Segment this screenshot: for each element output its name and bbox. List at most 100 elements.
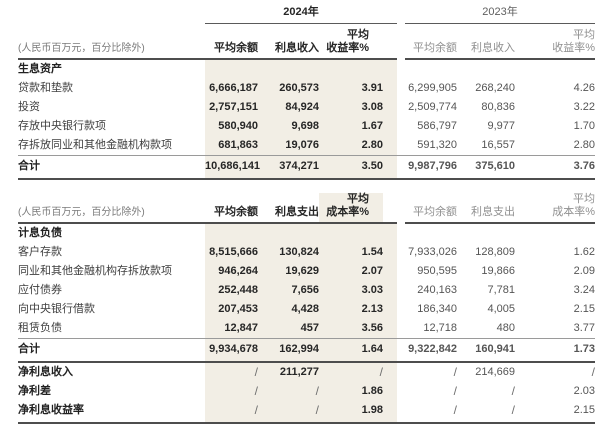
row-label: 存拆放同业和其他金融机构款项: [18, 139, 172, 151]
interest-expense-2023-header: 利息支出: [471, 206, 515, 218]
avg-cost-2023: 3.77: [573, 322, 595, 334]
table-row-bonds-payable: 应付债券 252,448 7,656 3.03 240,163 7,781 3.…: [18, 281, 595, 300]
avg-balance-2023: 6,299,905: [408, 82, 457, 94]
na-slash: /: [511, 403, 515, 417]
avg-yield-2024: 1.67: [361, 120, 383, 132]
assets-total-row: 合计 10,686,141 374,271 3.50 9,987,796 375…: [18, 155, 595, 180]
total-label: 合计: [18, 160, 40, 172]
row-label: 应付债券: [18, 284, 62, 296]
na-slash: /: [315, 384, 319, 398]
interest-expense-2023: 160,941: [475, 343, 515, 355]
avg-yield-2024: 3.91: [361, 82, 383, 94]
avg-cost-2023: 3.24: [573, 284, 595, 296]
interest-expense-2024: 4,428: [291, 303, 319, 315]
summary-label: 净利息收入: [18, 366, 73, 378]
avg-balance-2023: 7,933,026: [408, 246, 457, 258]
interest-expense-2023: 19,866: [481, 265, 515, 277]
interest-income-2024-header: 利息收入: [275, 42, 319, 54]
avg-balance-2024: 10,686,141: [205, 160, 261, 172]
na-slash: /: [453, 384, 457, 398]
row-label: 向中央银行借款: [18, 303, 95, 315]
interest-income-2023: 375,610: [475, 160, 515, 172]
year-header-row: 2024年 2023年: [18, 4, 595, 24]
avg-balance-2023-header: 平均余额: [413, 206, 457, 218]
table-row-interbank-deposits: 同业和其他金融机构存拆放款项 946,264 19,629 2.07 950,5…: [18, 262, 595, 281]
na-slash: /: [511, 384, 515, 398]
avg-balance-2023-header: 平均余额: [413, 42, 457, 54]
avg-balance-2024: 252,448: [218, 284, 258, 296]
column-header-row: (人民币百万元，百分比除外) 平均余额 利息支出 平均 成本率% 平均余额 利息支…: [18, 188, 595, 224]
interest-expense-2023: 7,781: [487, 284, 515, 296]
na-slash: /: [254, 365, 258, 379]
na-slash: /: [453, 365, 457, 379]
avg-yield-2023: 3.76: [573, 160, 595, 172]
avg-balance-2024-header: 平均余额: [214, 206, 258, 218]
avg-cost-2023: 1.62: [573, 246, 595, 258]
interest-expense-2024: 19,629: [285, 265, 319, 277]
interest-income-2024: 260,573: [279, 82, 319, 94]
net-interest-margin-2023: 2.15: [573, 404, 595, 416]
avg-yield-2023: 2.80: [573, 139, 595, 151]
avg-balance-2024: 207,453: [218, 303, 258, 315]
avg-cost-2024: 3.56: [361, 322, 383, 334]
section-label: 生息资产: [18, 63, 62, 75]
avg-cost-2024: 1.64: [361, 343, 383, 355]
avg-balance-2024-header: 平均余额: [214, 42, 258, 54]
avg-cost-2024: 2.13: [361, 303, 383, 315]
columns-2024: 平均余额 利息收入 平均 收益率%: [205, 24, 397, 60]
year-2024-header: 2024年: [205, 4, 397, 24]
table-row-lease-liabilities: 租赁负债 12,847 457 3.56 12,718 480 3.77: [18, 319, 595, 338]
summary-label: 净利差: [18, 385, 51, 397]
section-row-assets: 生息资产: [18, 60, 595, 79]
interest-expense-2023: 480: [496, 322, 515, 334]
table-row-loans: 贷款和垫款 6,666,187 260,573 3.91 6,299,905 2…: [18, 79, 595, 98]
interest-income-2024: 9,698: [291, 120, 319, 132]
section-row-liabilities: 计息负债: [18, 224, 595, 243]
table-row-central-bank-borrowings: 向中央银行借款 207,453 4,428 2.13 186,340 4,005…: [18, 300, 595, 319]
avg-cost-2024-header: 平均 成本率%: [319, 193, 383, 222]
net-interest-margin-2024: 1.98: [361, 404, 383, 416]
net-interest-spread-row: 净利差 / / 1.86 / / 2.03: [18, 382, 595, 401]
avg-yield-2024: 2.80: [361, 139, 383, 151]
na-slash: /: [591, 365, 595, 379]
interest-expense-2024: 457: [300, 322, 319, 334]
liabilities-total-row: 合计 9,934,678 162,994 1.64 9,322,842 160,…: [18, 338, 595, 363]
net-interest-spread-2024: 1.86: [361, 385, 383, 397]
assets-table: 2024年 2023年 (人民币百万元，百分比除外) 平均余额 利息收入 平均收…: [18, 4, 595, 180]
avg-cost-2023-header: 平均 成本率%: [552, 193, 595, 218]
avg-yield-2023: 3.22: [573, 101, 595, 113]
group-gap: [397, 4, 405, 24]
row-label: 同业和其他金融机构存拆放款项: [18, 265, 172, 277]
row-label: 贷款和垫款: [18, 82, 73, 94]
avg-balance-2024: 681,863: [218, 139, 258, 151]
net-interest-income-row: 净利息收入 / 211,277 / / 214,669 /: [18, 363, 595, 382]
avg-cost-2024: 1.54: [361, 246, 383, 258]
units-note: (人民币百万元，百分比除外): [18, 188, 205, 224]
liabilities-table: (人民币百万元，百分比除外) 平均余额 利息支出 平均 成本率% 平均余额 利息支…: [18, 188, 595, 424]
avg-balance-2023: 2,509,774: [408, 101, 457, 113]
avg-balance-2024: 2,757,151: [209, 101, 258, 113]
na-slash: /: [453, 403, 457, 417]
avg-yield-2024: 3.08: [361, 101, 383, 113]
interest-income-2023: 80,836: [481, 101, 515, 113]
interest-expense-2024: 130,824: [279, 246, 319, 258]
avg-balance-2023: 240,163: [417, 284, 457, 296]
avg-balance-2023: 591,320: [417, 139, 457, 151]
interest-income-2023: 9,977: [487, 120, 515, 132]
avg-balance-2023: 950,595: [417, 265, 457, 277]
table-row-customer-deposits: 客户存款 8,515,666 130,824 1.54 7,933,026 12…: [18, 243, 595, 262]
row-label: 投资: [18, 101, 40, 113]
year-header-spacer: [18, 4, 205, 24]
columns-2024: 平均余额 利息支出 平均 成本率%: [205, 188, 397, 224]
avg-cost-2023: 2.15: [573, 303, 595, 315]
row-label: 客户存款: [18, 246, 62, 258]
na-slash: /: [315, 403, 319, 417]
avg-balance-2023: 9,987,796: [408, 160, 457, 172]
net-interest-spread-2023: 2.03: [573, 385, 595, 397]
avg-cost-2023: 1.73: [573, 343, 595, 355]
avg-cost-2024: 2.07: [361, 265, 383, 277]
row-label: 租赁负债: [18, 322, 62, 334]
avg-balance-2023: 9,322,842: [408, 343, 457, 355]
avg-balance-2023: 586,797: [417, 120, 457, 132]
units-note: (人民币百万元，百分比除外): [18, 24, 205, 60]
